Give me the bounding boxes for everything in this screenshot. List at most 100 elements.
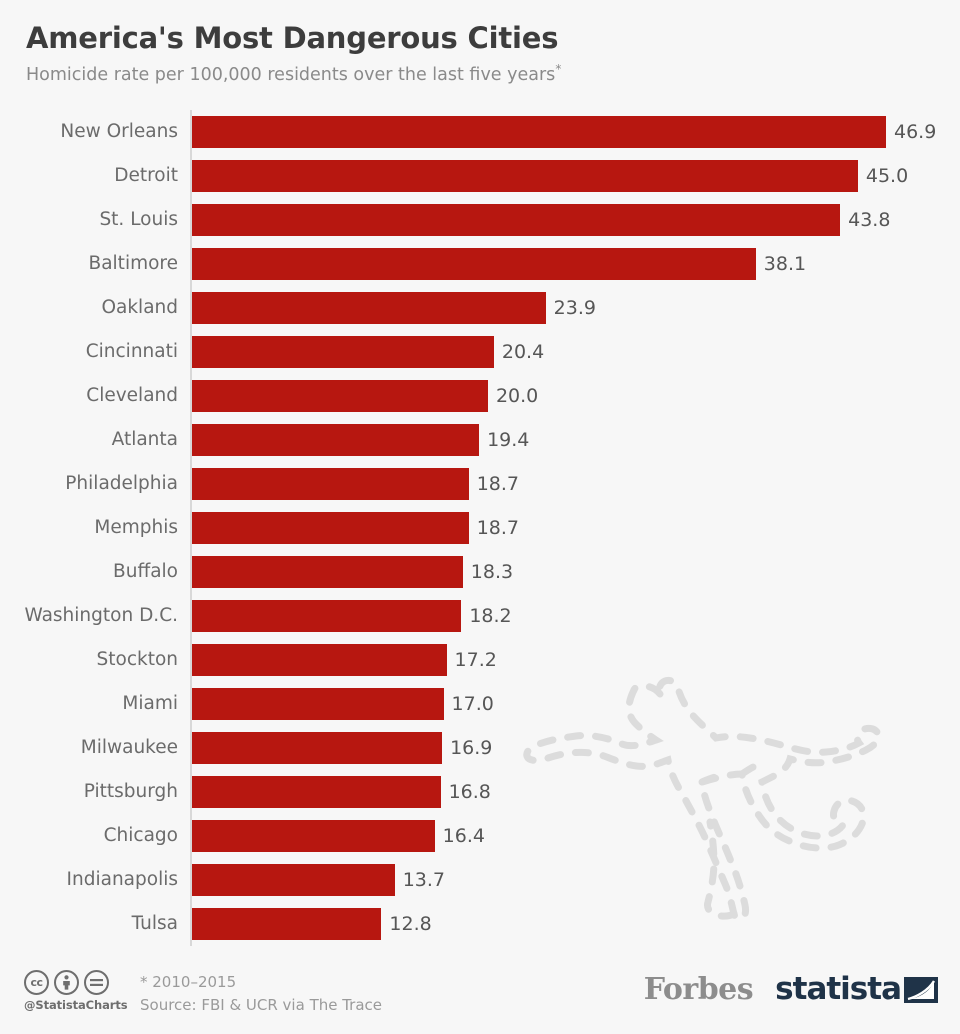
bar-value-label: 20.4 — [501, 341, 545, 363]
bar-value-label: 38.1 — [763, 253, 807, 275]
bar-row: Memphis 18.7 — [0, 506, 960, 550]
statista-handle: @StatistaCharts — [24, 998, 128, 1012]
bar-value-label: 46.9 — [894, 121, 937, 143]
bar-value-label: 19.4 — [487, 429, 530, 451]
bar — [192, 644, 447, 676]
bar — [192, 512, 469, 544]
bar-value-label: 13.7 — [402, 869, 446, 891]
source-block: * 2010–2015 Source: FBI & UCR via The Tr… — [140, 971, 382, 1018]
bar — [192, 820, 435, 852]
bar — [192, 204, 841, 236]
bar — [192, 600, 462, 632]
bar-category-label: Indianapolis — [66, 869, 178, 890]
bar-row: Cincinnati 20.4 — [0, 330, 960, 374]
bar-category-label: New Orleans — [60, 121, 178, 142]
bar-track: 12.8 — [192, 908, 432, 940]
bar-category-label: Baltimore — [88, 253, 178, 274]
bar-track: 46.9 — [192, 116, 936, 148]
statista-mark-icon — [904, 976, 938, 1003]
bar-row: Pittsburgh 16.8 — [0, 770, 960, 814]
footnote-years: * 2010–2015 — [140, 973, 237, 991]
bar-track: 18.2 — [192, 600, 512, 632]
bar-category-label: Atlanta — [111, 429, 178, 450]
bar-value-label: 45.0 — [865, 165, 909, 187]
bar-category-label: Miami — [122, 693, 178, 714]
cc-glyph: cc — [30, 976, 43, 989]
bar-value-label: 17.2 — [454, 649, 497, 671]
bar — [192, 424, 480, 456]
chart-subtitle: Homicide rate per 100,000 residents over… — [26, 62, 926, 86]
bar-row: Chicago 16.4 — [0, 814, 960, 858]
bar-chart: New Orleans 46.9 Detroit 45.0 St. Louis 43.8 B… — [0, 110, 960, 948]
bar-value-label: 12.8 — [389, 913, 432, 935]
source-attribution: Source: FBI & UCR via The Trace — [140, 996, 383, 1015]
bar-row: Indianapolis 13.7 — [0, 858, 960, 902]
bar-track: 45.0 — [192, 160, 908, 192]
bar — [192, 864, 395, 896]
bar-track: 18.7 — [192, 468, 519, 500]
bar-value-label: 16.4 — [442, 825, 485, 847]
bar-row: Philadelphia 18.7 — [0, 462, 960, 506]
bar-row: St. Louis 43.8 — [0, 198, 960, 242]
bar — [192, 688, 444, 720]
bar-row: Detroit 45.0 — [0, 154, 960, 198]
bar — [192, 292, 546, 324]
bar-row: Baltimore 38.1 — [0, 242, 960, 286]
page-title: America's Most Dangerous Cities — [26, 21, 559, 55]
bar — [192, 160, 858, 192]
subtitle-asterisk: * — [555, 62, 562, 77]
bar-value-label: 16.9 — [450, 737, 493, 759]
bar-category-label: Buffalo — [113, 561, 178, 582]
bar-track: 18.3 — [192, 556, 513, 588]
license-block: cc @StatistaCharts — [24, 970, 144, 1012]
bar-track: 38.1 — [192, 248, 806, 280]
bar-track: 17.2 — [192, 644, 497, 676]
bar — [192, 908, 382, 940]
bar-value-label: 20.0 — [495, 385, 539, 407]
brand-logos: Forbes statista — [644, 974, 938, 1005]
bar-row: Atlanta 19.4 — [0, 418, 960, 462]
bar-category-label: Chicago — [103, 825, 178, 846]
bar-row: Miami 17.0 — [0, 682, 960, 726]
bar-value-label: 16.8 — [448, 781, 491, 803]
bar-category-label: Philadelphia — [65, 473, 178, 494]
chart-footer: cc @StatistaCharts * 2010–201 — [0, 962, 960, 1034]
bar — [192, 732, 443, 764]
bar-value-label: 18.7 — [476, 517, 520, 539]
bar — [192, 248, 756, 280]
bar — [192, 116, 886, 148]
bar — [192, 556, 463, 588]
creative-commons-icons: cc — [24, 970, 144, 995]
bar-row: Milwaukee 16.9 — [0, 726, 960, 770]
bar-track: 23.9 — [192, 292, 596, 324]
bar — [192, 380, 488, 412]
no-derivatives-equals-icon — [84, 970, 109, 995]
bar-rows-container: New Orleans 46.9 Detroit 45.0 St. Louis 43.8 B… — [0, 110, 960, 946]
bar-category-label: Oakland — [101, 297, 178, 318]
bar — [192, 776, 441, 808]
bar-track: 19.4 — [192, 424, 529, 456]
bar-category-label: Tulsa — [131, 913, 178, 934]
bar-category-label: Pittsburgh — [83, 781, 178, 802]
chart-header: America's Most Dangerous Cities Homicide… — [26, 21, 926, 86]
bar — [192, 336, 494, 368]
bar-row: Buffalo 18.3 — [0, 550, 960, 594]
bar-track: 18.7 — [192, 512, 519, 544]
bar-category-label: Cincinnati — [85, 341, 178, 362]
bar-track: 16.8 — [192, 776, 491, 808]
bar-value-label: 18.7 — [476, 473, 520, 495]
chart-subtitle-text: Homicide rate per 100,000 residents over… — [26, 65, 556, 86]
bar-track: 43.8 — [192, 204, 890, 236]
bar-category-label: Cleveland — [86, 385, 178, 406]
bar-value-label: 17.0 — [451, 693, 494, 715]
bar-track: 20.4 — [192, 336, 544, 368]
bar-track: 16.4 — [192, 820, 485, 852]
bar-track: 16.9 — [192, 732, 492, 764]
bar-row: Washington D.C. 18.2 — [0, 594, 960, 638]
bar — [192, 468, 469, 500]
y-axis-line — [190, 110, 192, 946]
forbes-logo: Forbes — [643, 971, 754, 1007]
bar-row: New Orleans 46.9 — [0, 110, 960, 154]
statista-logo: statista — [775, 974, 938, 1005]
